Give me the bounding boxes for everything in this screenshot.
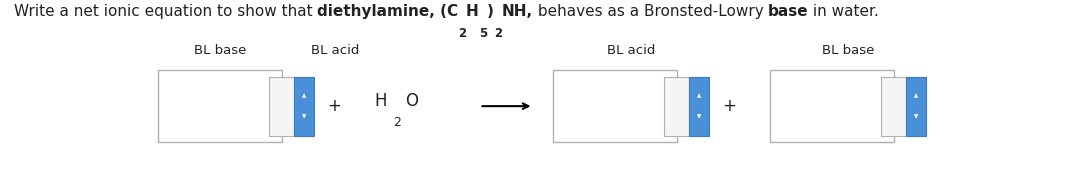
Text: O: O [405, 92, 418, 110]
FancyBboxPatch shape [689, 76, 710, 136]
Text: behaves as a Bronsted-Lowry: behaves as a Bronsted-Lowry [532, 4, 768, 19]
Text: +: + [723, 97, 736, 115]
Text: ▲: ▲ [302, 93, 306, 98]
FancyBboxPatch shape [269, 76, 294, 136]
Text: ▲: ▲ [914, 93, 919, 98]
FancyBboxPatch shape [553, 70, 677, 142]
Text: diethylamine, (C: diethylamine, (C [317, 4, 458, 19]
Text: ▼: ▼ [914, 114, 919, 119]
Text: in water.: in water. [808, 4, 880, 19]
Text: BL acid: BL acid [607, 44, 656, 57]
FancyBboxPatch shape [881, 76, 906, 136]
Text: Write a net ionic equation to show that: Write a net ionic equation to show that [14, 4, 318, 19]
Text: H: H [466, 4, 478, 19]
Text: ▲: ▲ [697, 93, 701, 98]
Text: BL base: BL base [822, 44, 874, 57]
Text: 2: 2 [458, 27, 466, 40]
Text: 5: 5 [478, 27, 487, 40]
Text: H: H [374, 92, 387, 110]
Text: ▼: ▼ [302, 114, 306, 119]
FancyBboxPatch shape [906, 76, 926, 136]
FancyBboxPatch shape [769, 70, 894, 142]
Text: +: + [328, 97, 341, 115]
FancyBboxPatch shape [664, 76, 689, 136]
Text: 2: 2 [493, 27, 502, 40]
Text: BL base: BL base [194, 44, 246, 57]
FancyBboxPatch shape [158, 70, 282, 142]
Text: ): ) [487, 4, 493, 19]
Text: ▼: ▼ [697, 114, 701, 119]
FancyBboxPatch shape [294, 76, 315, 136]
Text: 2: 2 [393, 116, 401, 129]
Text: NH,: NH, [502, 4, 533, 19]
Text: base: base [768, 4, 808, 19]
Text: BL acid: BL acid [311, 44, 359, 57]
